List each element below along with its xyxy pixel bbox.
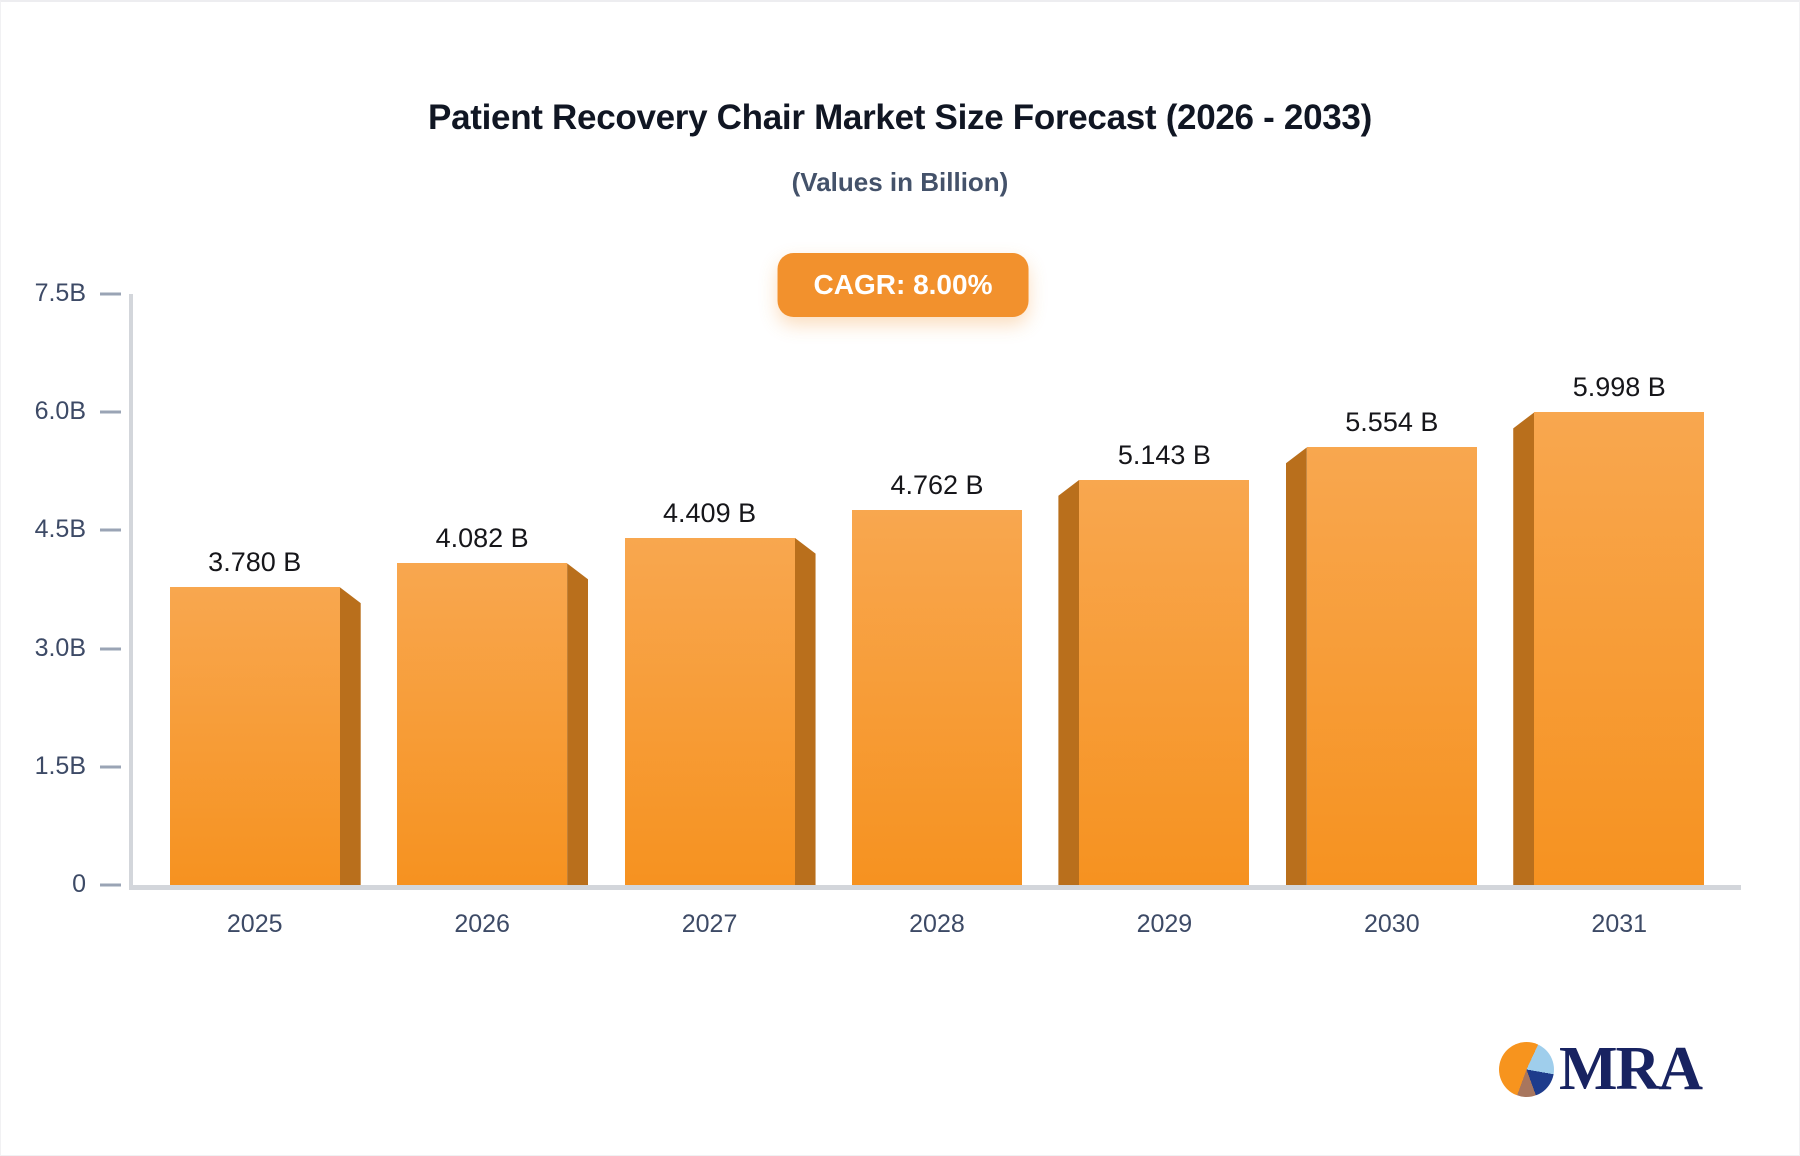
- bar-3d-side: [794, 537, 816, 885]
- bars-container: 3.780 B 2025 4.082 B 2026 4.409 B 2027 4.762 B…: [133, 294, 1741, 938]
- logo-text: MRA: [1559, 1035, 1703, 1103]
- y-axis-tick-mark: [100, 292, 121, 296]
- y-axis-tick-mark: [100, 410, 121, 414]
- bar-value-label: 5.554 B: [1345, 407, 1439, 438]
- bar-2026: [397, 563, 589, 885]
- bar-3d-side: [1513, 412, 1535, 885]
- x-axis-label: 2027: [681, 910, 738, 938]
- chart-title: Patient Recovery Chair Market Size Forec…: [428, 98, 1372, 137]
- y-axis-tick-mark: [100, 883, 121, 887]
- bar-slot-2028: 4.762 B 2028: [823, 294, 1050, 938]
- plot-area: 3.780 B 2025 4.082 B 2026 4.409 B 2027 4.762 B…: [35, 279, 1741, 938]
- y-axis-tick-label: 0: [72, 869, 86, 898]
- x-axis-label: 2029: [1136, 910, 1193, 938]
- y-axis-tick-label: 6.0B: [34, 397, 86, 426]
- bar-value-label: 3.780 B: [208, 547, 302, 578]
- bar-slot-2031: 5.998 B 2031: [1506, 294, 1733, 938]
- y-axis-tick-label: 7.5B: [34, 278, 86, 307]
- y-axis-tick-label: 1.5B: [34, 751, 86, 780]
- x-axis-label: 2031: [1591, 910, 1648, 938]
- pie-chart-logo-icon: [1499, 1041, 1554, 1097]
- y-axis-tick-label: 4.5B: [34, 515, 86, 544]
- bar-value-label: 4.409 B: [663, 497, 757, 528]
- bar-3d-side: [339, 587, 361, 885]
- bar-value-label: 5.143 B: [1117, 439, 1211, 470]
- x-axis-label: 2026: [454, 910, 510, 938]
- chart-subtitle: (Values in Billion): [791, 167, 1009, 197]
- y-axis-tick-mark: [100, 528, 121, 532]
- bar-slot-2030: 5.554 B 2030: [1278, 294, 1505, 938]
- bar-slot-2026: 4.082 B 2026: [368, 294, 595, 938]
- bar-slot-2027: 4.409 B 2027: [596, 294, 823, 938]
- bar-3d-side: [1285, 447, 1307, 885]
- bar-2030: [1285, 447, 1477, 885]
- y-axis-tick-mark: [100, 765, 121, 769]
- bar-slot-2025: 3.780 B 2025: [141, 294, 368, 938]
- bar-2025: [169, 587, 361, 885]
- x-axis-label: 2030: [1364, 910, 1420, 938]
- bar-slot-2029: 5.143 B 2029: [1051, 294, 1278, 938]
- bar-value-label: 4.082 B: [435, 523, 529, 554]
- bar-3d-side: [1058, 479, 1080, 885]
- bar-2029: [1058, 479, 1250, 885]
- cagr-badge: CAGR: 8.00%: [777, 253, 1029, 317]
- bar-3d-side: [567, 563, 589, 885]
- x-axis-label: 2028: [909, 910, 965, 938]
- mra-logo: MRA: [1499, 1035, 1703, 1103]
- x-axis-label: 2025: [226, 910, 283, 938]
- y-axis-tick-mark: [100, 647, 121, 651]
- bar-2028: [851, 509, 1022, 885]
- bar-value-label: 5.998 B: [1572, 372, 1666, 403]
- bar-2031: [1513, 412, 1705, 885]
- bar-2027: [624, 537, 816, 885]
- bar-value-label: 4.762 B: [890, 469, 984, 500]
- y-axis-tick-label: 3.0B: [34, 633, 86, 662]
